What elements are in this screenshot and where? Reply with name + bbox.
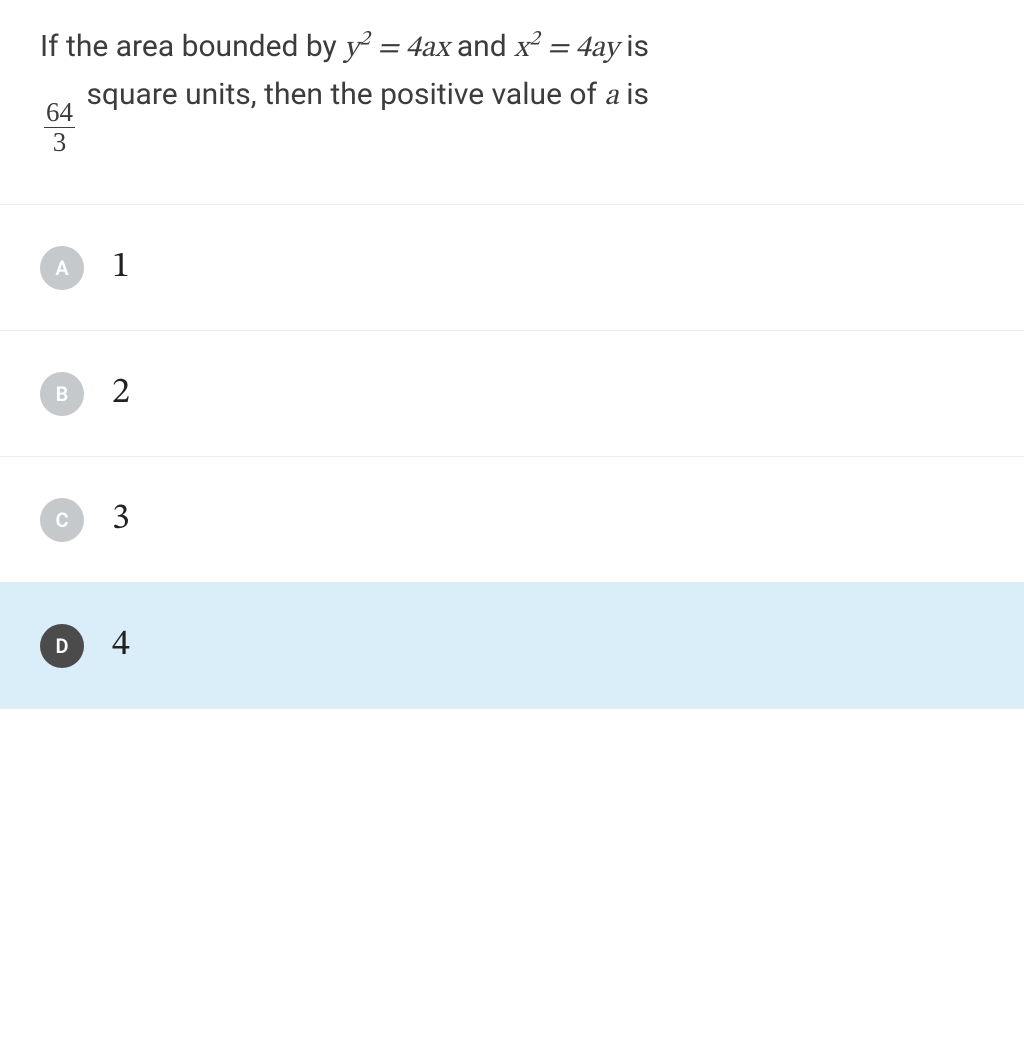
expr-y-squared: y2 = 4ax xyxy=(344,34,449,64)
q-text-post3: is xyxy=(619,77,649,112)
q-text-mid1: and xyxy=(457,29,514,64)
option-text-a: 1 xyxy=(112,245,130,290)
option-row-a[interactable]: A1 xyxy=(0,205,1024,331)
option-badge-c: C xyxy=(40,498,84,542)
options-list: A1B2C3D4 xyxy=(0,204,1024,709)
fraction-64-3: 64 3 xyxy=(44,98,75,157)
option-badge-b: B xyxy=(40,372,84,416)
question-block: If the area bounded by y2 = 4ax and x2 =… xyxy=(0,0,1024,184)
option-row-b[interactable]: B2 xyxy=(0,331,1024,457)
option-text-c: 3 xyxy=(112,497,130,542)
option-row-d[interactable]: D4 xyxy=(0,583,1024,709)
q-text-post1: is xyxy=(626,29,649,64)
option-text-d: 4 xyxy=(112,623,130,668)
var-a: a xyxy=(604,82,618,112)
question-line-2: 64 3 square units, then the positive val… xyxy=(40,77,649,112)
option-badge-a: A xyxy=(40,246,84,290)
var-y: y xyxy=(344,34,359,64)
exp-2b: 2 xyxy=(529,23,539,55)
expr-x-squared: x2 = 4ay xyxy=(514,34,619,64)
eq1: = 4a xyxy=(370,34,435,64)
exp-2a: 2 xyxy=(360,23,370,55)
option-badge-d: D xyxy=(40,624,84,668)
option-text-b: 2 xyxy=(112,371,130,416)
var-x1: x xyxy=(435,34,449,64)
eq2: = 4a xyxy=(540,34,604,64)
fraction-numerator: 64 xyxy=(44,98,75,126)
question-line-1: If the area bounded by y2 = 4ax and x2 =… xyxy=(40,29,649,64)
var-x2: x xyxy=(514,34,528,64)
bottom-whitespace xyxy=(0,709,1024,879)
var-y2: y xyxy=(604,34,619,64)
q-text-pre1: If the area bounded by xyxy=(40,29,344,64)
q-text-post2: square units, then the positive value of xyxy=(86,77,604,112)
fraction-denominator: 3 xyxy=(51,128,69,156)
option-row-c[interactable]: C3 xyxy=(0,457,1024,583)
